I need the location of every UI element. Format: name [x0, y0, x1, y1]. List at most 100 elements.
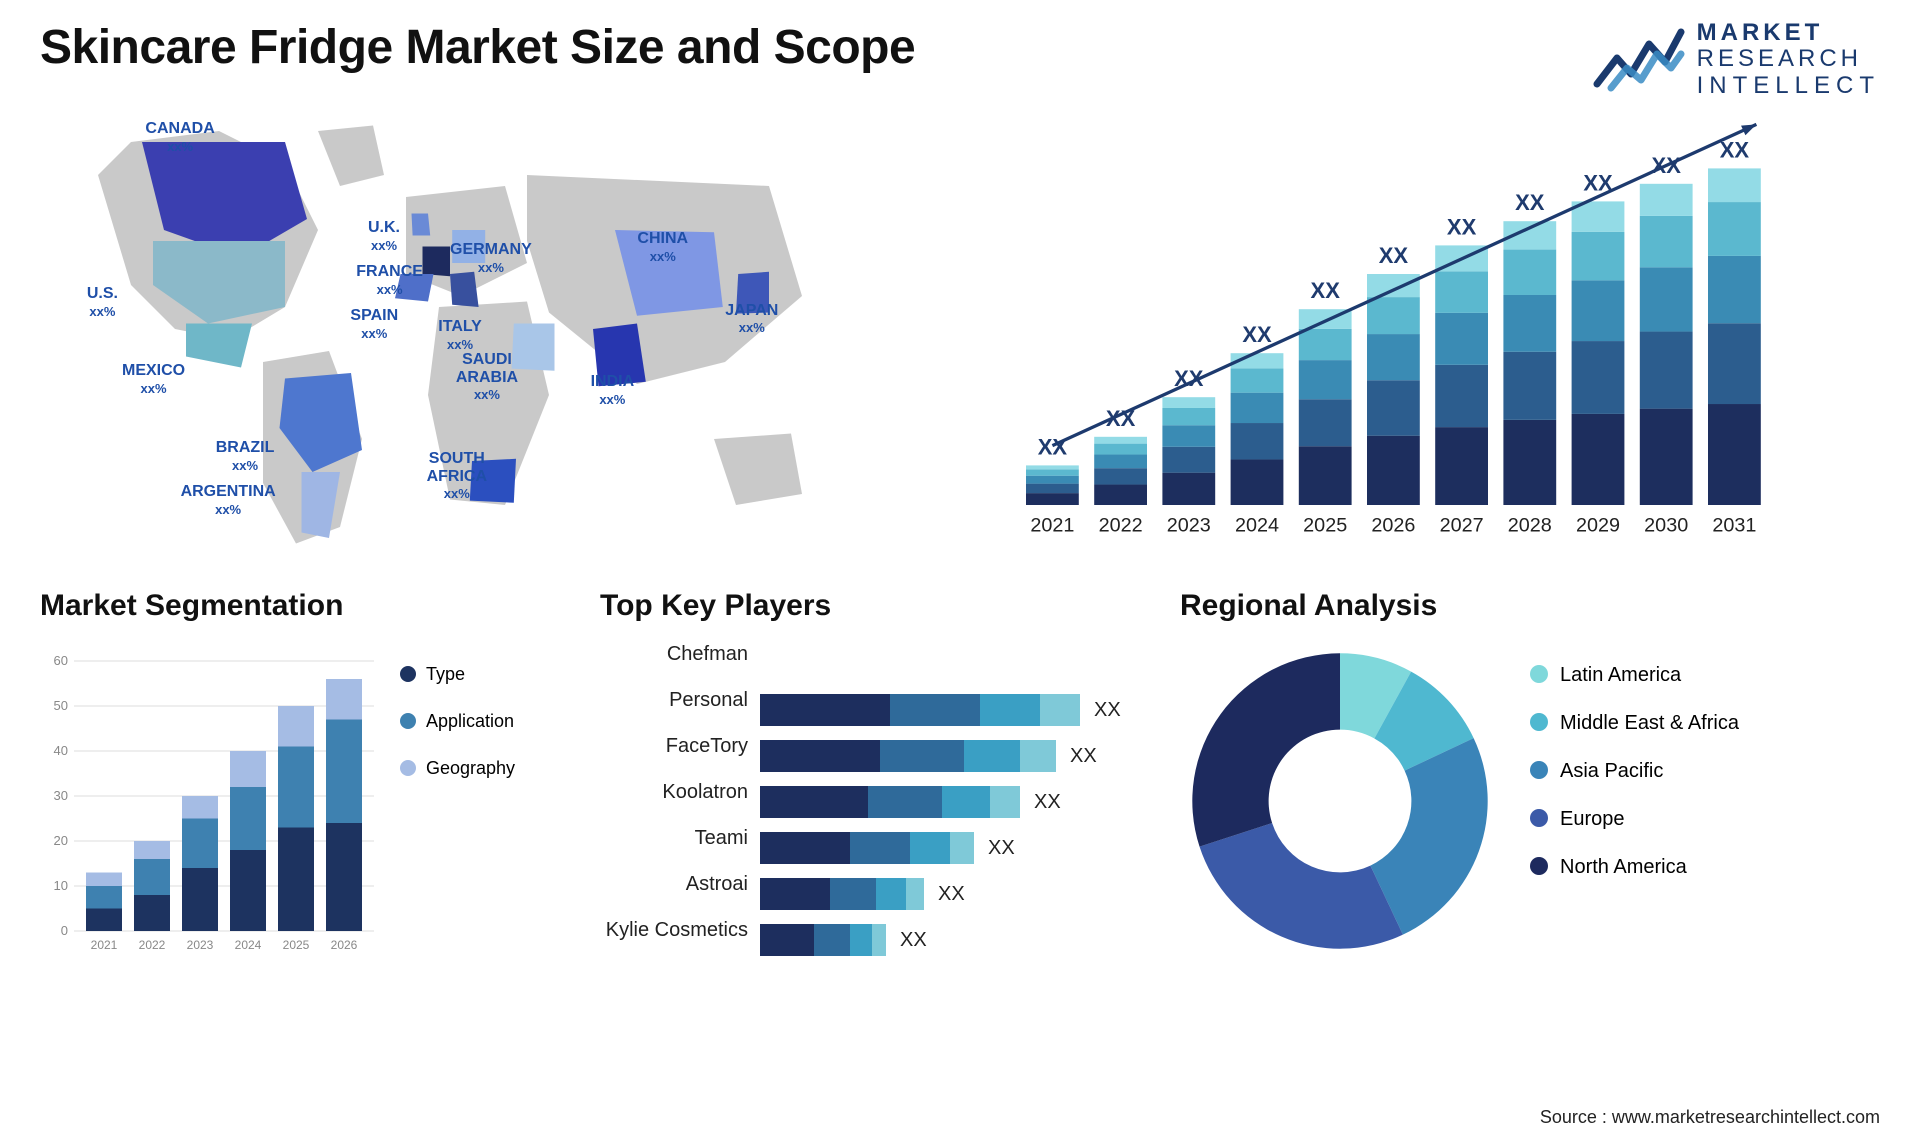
- logo-mark-icon: [1593, 24, 1685, 96]
- players-bar-row: XX: [760, 825, 1140, 871]
- map-label-saudi-arabia: SAUDIARABIAxx%: [456, 351, 518, 402]
- svg-text:10: 10: [54, 878, 68, 893]
- svg-text:XX: XX: [1242, 322, 1272, 347]
- players-label: FaceTory: [600, 723, 748, 769]
- players-label: Personal: [600, 677, 748, 723]
- map-label-spain: SPAINxx%: [350, 307, 398, 341]
- players-value: XX: [1034, 791, 1061, 814]
- players-label: Kylie Cosmetics: [600, 907, 748, 953]
- svg-text:2027: 2027: [1440, 515, 1484, 537]
- players-labels: ChefmanPersonalFaceToryKoolatronTeamiAst…: [600, 631, 760, 1009]
- seg-legend-item: Application: [400, 698, 515, 745]
- players-bar-row: XX: [760, 733, 1140, 779]
- map-label-mexico: MEXICOxx%: [122, 362, 185, 396]
- regional-legend: Latin AmericaMiddle East & AfricaAsia Pa…: [1530, 641, 1739, 891]
- players-bar-row: XX: [760, 917, 1140, 963]
- map-label-india: INDIAxx%: [591, 373, 635, 407]
- bottom-row: Market Segmentation 0 10 20 30 40 50 60 2021 202…: [40, 589, 1880, 1009]
- svg-text:20: 20: [54, 833, 68, 848]
- players-bar-row: XX: [760, 779, 1140, 825]
- svg-text:XX: XX: [1038, 435, 1068, 460]
- regional-panel: Regional Analysis Latin AmericaMiddle Ea…: [1180, 589, 1880, 1009]
- svg-text:0: 0: [61, 923, 68, 938]
- svg-text:XX: XX: [1311, 278, 1341, 303]
- logo-text: MARKET RESEARCH INTELLECT: [1697, 20, 1880, 99]
- logo-line-3: INTELLECT: [1697, 73, 1880, 99]
- players-label: Teami: [600, 815, 748, 861]
- players-bar-row: XX: [760, 871, 1140, 917]
- svg-text:2025: 2025: [283, 938, 310, 952]
- svg-text:2024: 2024: [1235, 515, 1279, 537]
- map-label-u-s-: U.S.xx%: [87, 285, 118, 319]
- svg-text:XX: XX: [1379, 243, 1409, 268]
- players-value: XX: [988, 837, 1015, 860]
- svg-text:30: 30: [54, 788, 68, 803]
- map-label-japan: JAPANxx%: [725, 302, 778, 336]
- svg-text:50: 50: [54, 698, 68, 713]
- svg-text:2022: 2022: [139, 938, 166, 952]
- map-label-china: CHINAxx%: [637, 230, 688, 264]
- players-value: XX: [1070, 745, 1097, 768]
- players-bar: [760, 924, 886, 956]
- players-bars: XX XX XX XX XX XX: [760, 641, 1140, 1009]
- players-bar: [760, 740, 1056, 772]
- segmentation-legend: TypeApplicationGeography: [400, 641, 515, 1009]
- map-label-italy: ITALYxx%: [438, 318, 482, 352]
- svg-text:2025: 2025: [1303, 515, 1347, 537]
- regional-legend-item: North America: [1530, 843, 1739, 891]
- map-label-south-africa: SOUTHAFRICAxx%: [427, 450, 487, 501]
- players-value: XX: [1094, 699, 1121, 722]
- regional-donut-chart: [1180, 641, 1500, 961]
- players-bar: [760, 786, 1020, 818]
- players-label: Astroai: [600, 861, 748, 907]
- growth-chart: XX 2021 XX 2022 XX 2023 XX 2024 XX 2025 XX 2026 XX 20…: [920, 109, 1880, 549]
- svg-text:2028: 2028: [1508, 515, 1552, 537]
- svg-text:2029: 2029: [1576, 515, 1620, 537]
- svg-text:2021: 2021: [91, 938, 118, 952]
- players-bar: [760, 878, 924, 910]
- players-value: XX: [938, 883, 965, 906]
- players-bar: [760, 694, 1080, 726]
- svg-text:XX: XX: [1515, 190, 1545, 215]
- players-panel: Top Key Players ChefmanPersonalFaceToryK…: [600, 589, 1140, 1009]
- segmentation-title: Market Segmentation: [40, 589, 560, 623]
- regional-legend-item: Middle East & Africa: [1530, 699, 1739, 747]
- players-bar: [760, 832, 974, 864]
- segmentation-chart: 0102030405060202120222023202420252026: [40, 641, 380, 961]
- svg-text:60: 60: [54, 653, 68, 668]
- svg-text:XX: XX: [1447, 215, 1477, 240]
- map-label-brazil: BRAZILxx%: [216, 439, 275, 473]
- svg-text:2023: 2023: [187, 938, 214, 952]
- svg-text:2022: 2022: [1099, 515, 1143, 537]
- map-label-argentina: ARGENTINAxx%: [181, 483, 276, 517]
- players-body: ChefmanPersonalFaceToryKoolatronTeamiAst…: [600, 641, 1140, 1009]
- source-attribution: Source : www.marketresearchintellect.com: [1540, 1107, 1880, 1128]
- map-label-u-k-: U.K.xx%: [368, 219, 400, 253]
- regional-legend-item: Latin America: [1530, 651, 1739, 699]
- svg-text:2023: 2023: [1167, 515, 1211, 537]
- svg-text:2021: 2021: [1030, 515, 1074, 537]
- logo-line-1: MARKET: [1697, 20, 1880, 46]
- page-title: Skincare Fridge Market Size and Scope: [40, 20, 915, 75]
- regional-title: Regional Analysis: [1180, 589, 1880, 623]
- players-label: Koolatron: [600, 769, 748, 815]
- svg-text:40: 40: [54, 743, 68, 758]
- players-label: Chefman: [600, 631, 748, 677]
- regional-legend-item: Europe: [1530, 795, 1739, 843]
- svg-text:2031: 2031: [1712, 515, 1756, 537]
- svg-text:2026: 2026: [1371, 515, 1415, 537]
- segmentation-panel: Market Segmentation 0 10 20 30 40 50 60 2021 202…: [40, 589, 560, 1009]
- svg-text:2024: 2024: [235, 938, 262, 952]
- header: Skincare Fridge Market Size and Scope MA…: [40, 20, 1880, 99]
- map-label-france: FRANCExx%: [356, 263, 423, 297]
- logo-line-2: RESEARCH: [1697, 46, 1880, 72]
- seg-legend-item: Geography: [400, 745, 515, 792]
- map-label-canada: CANADAxx%: [145, 120, 214, 154]
- svg-text:XX: XX: [1720, 138, 1750, 163]
- players-value: XX: [900, 929, 927, 952]
- top-row: CANADAxx% U.S.xx% MEXICOxx% BRAZILxx% ARGENT…: [40, 109, 1880, 549]
- regional-legend-item: Asia Pacific: [1530, 747, 1739, 795]
- growth-chart-panel: XX 2021 XX 2022 XX 2023 XX 2024 XX 2025 XX 2026 XX 20…: [920, 109, 1880, 549]
- svg-text:2030: 2030: [1644, 515, 1688, 537]
- seg-legend-item: Type: [400, 651, 515, 698]
